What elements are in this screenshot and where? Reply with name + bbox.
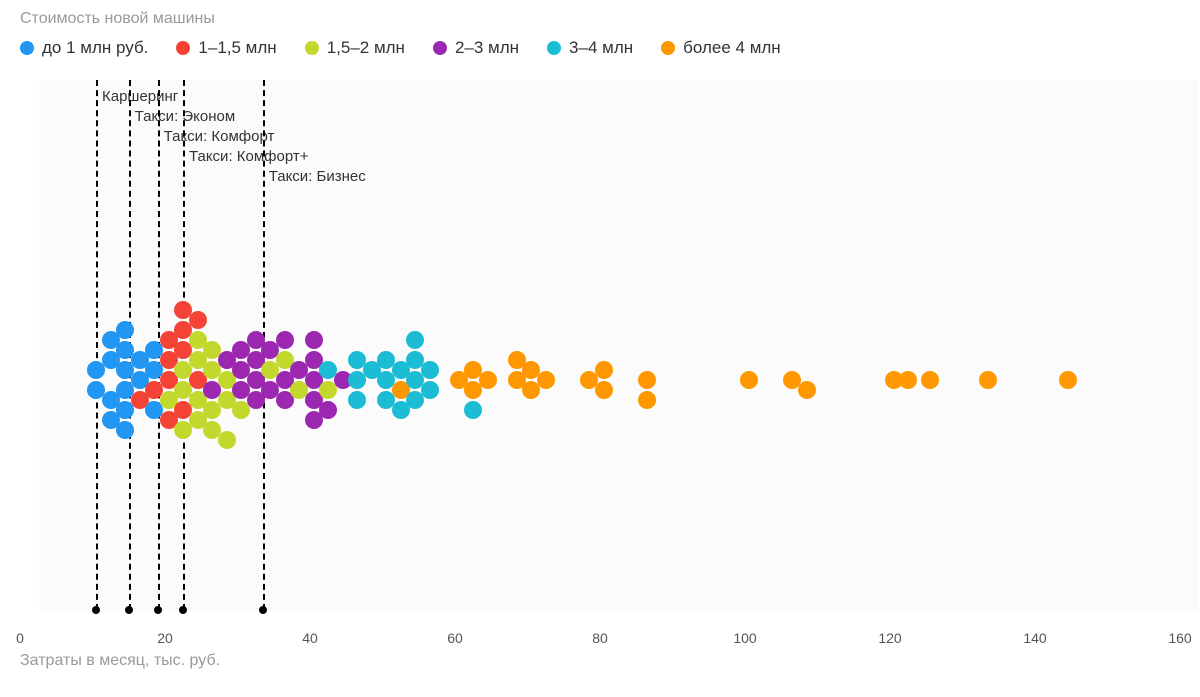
legend-label: до 1 млн руб.	[42, 38, 148, 58]
legend-item: 2–3 млн	[433, 38, 519, 58]
grid-line	[328, 80, 329, 610]
legend-swatch	[20, 41, 34, 55]
reference-label: Такси: Комфорт	[164, 128, 275, 145]
x-tick: 40	[302, 630, 318, 646]
data-point	[305, 331, 323, 349]
x-axis-label: Затраты в месяц, тыс. руб.	[20, 652, 220, 670]
reference-line-end	[154, 606, 162, 614]
legend-label: 2–3 млн	[455, 38, 519, 58]
data-point	[218, 431, 236, 449]
data-point	[189, 311, 207, 329]
legend-item: 1–1,5 млн	[176, 38, 276, 58]
legend-swatch	[547, 41, 561, 55]
legend-swatch	[433, 41, 447, 55]
legend-item: 1,5–2 млн	[305, 38, 405, 58]
grid-line	[908, 80, 909, 610]
reference-line-end	[259, 606, 267, 614]
plot-area: КаршерингТакси: ЭкономТакси: КомфортТакс…	[38, 80, 1198, 610]
data-point	[421, 361, 439, 379]
x-tick: 20	[157, 630, 173, 646]
reference-label: Такси: Бизнес	[269, 168, 366, 185]
legend-item: до 1 млн руб.	[20, 38, 148, 58]
legend-label: более 4 млн	[683, 38, 781, 58]
data-point	[116, 321, 134, 339]
data-point	[899, 371, 917, 389]
legend-label: 3–4 млн	[569, 38, 633, 58]
grid-line	[763, 80, 764, 610]
legend-item: 3–4 млн	[547, 38, 633, 58]
legend-label: 1,5–2 млн	[327, 38, 405, 58]
data-point	[464, 401, 482, 419]
x-tick: 120	[878, 630, 901, 646]
legend-swatch	[305, 41, 319, 55]
reference-line-end	[179, 606, 187, 614]
data-point	[740, 371, 758, 389]
grid-line	[473, 80, 474, 610]
legend-swatch	[661, 41, 675, 55]
reference-line	[96, 80, 98, 610]
grid-line	[1198, 80, 1199, 610]
x-tick: 140	[1023, 630, 1046, 646]
reference-line-end	[125, 606, 133, 614]
data-point	[638, 371, 656, 389]
legend-label: 1–1,5 млн	[198, 38, 276, 58]
data-point	[638, 391, 656, 409]
x-tick: 60	[447, 630, 463, 646]
data-point	[421, 381, 439, 399]
reference-label: Такси: Комфорт+	[189, 148, 309, 165]
legend-item: более 4 млн	[661, 38, 781, 58]
reference-label: Каршеринг	[102, 88, 178, 105]
x-tick: 100	[733, 630, 756, 646]
data-point	[798, 381, 816, 399]
data-point	[1059, 371, 1077, 389]
data-point	[479, 371, 497, 389]
data-point	[348, 391, 366, 409]
data-point	[406, 331, 424, 349]
x-tick: 160	[1168, 630, 1191, 646]
legend: до 1 млн руб. 1–1,5 млн 1,5–2 млн 2–3 млн 3–…	[20, 38, 1182, 58]
reference-line-end	[92, 606, 100, 614]
legend-swatch	[176, 41, 190, 55]
data-point	[595, 361, 613, 379]
grid-line	[618, 80, 619, 610]
x-tick: 0	[16, 630, 24, 646]
x-tick: 80	[592, 630, 608, 646]
data-point	[595, 381, 613, 399]
data-point	[276, 331, 294, 349]
data-point	[319, 401, 337, 419]
data-point	[116, 421, 134, 439]
data-point	[537, 371, 555, 389]
grid-line	[38, 80, 39, 610]
chart-title: Стоимость новой машины	[20, 10, 1182, 28]
data-point	[979, 371, 997, 389]
data-point	[921, 371, 939, 389]
grid-line	[1053, 80, 1054, 610]
